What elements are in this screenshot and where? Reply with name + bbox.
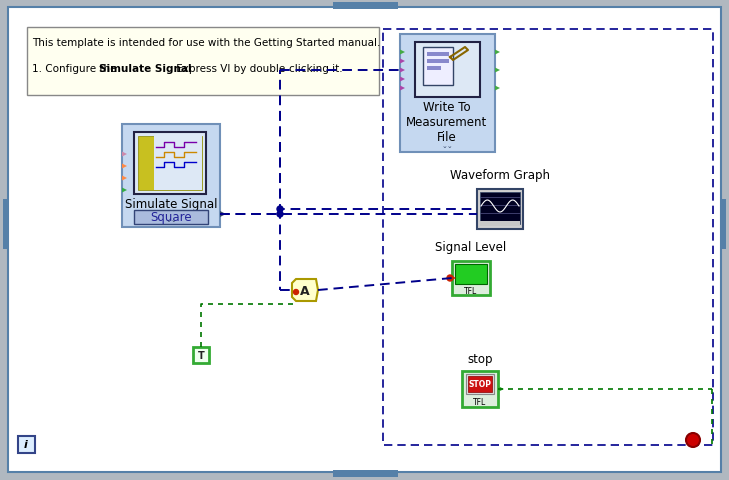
- Polygon shape: [450, 276, 456, 281]
- Bar: [452, 262, 490, 295]
- Polygon shape: [400, 86, 405, 91]
- Bar: [134, 133, 206, 194]
- Bar: [333, 3, 398, 10]
- Bar: [480, 192, 520, 225]
- Text: Express VI by double-clicking it.: Express VI by double-clicking it.: [174, 64, 343, 74]
- Bar: [3, 200, 9, 250]
- Text: ⌄⌄: ⌄⌄: [165, 216, 177, 223]
- Polygon shape: [495, 68, 500, 73]
- Text: Signal Level: Signal Level: [435, 240, 507, 253]
- Bar: [480, 222, 520, 227]
- Circle shape: [686, 433, 700, 447]
- Text: Simulate Signal: Simulate Signal: [125, 198, 217, 211]
- Text: TFL: TFL: [464, 287, 477, 296]
- Polygon shape: [400, 60, 405, 64]
- Bar: [193, 347, 209, 363]
- Bar: [468, 376, 492, 392]
- Circle shape: [447, 276, 453, 281]
- Polygon shape: [292, 279, 318, 301]
- Circle shape: [294, 290, 298, 295]
- Bar: [720, 200, 726, 250]
- Bar: [138, 137, 202, 191]
- Bar: [427, 53, 449, 57]
- Text: TFL: TFL: [473, 397, 487, 407]
- Polygon shape: [400, 68, 405, 73]
- Polygon shape: [400, 77, 405, 83]
- Bar: [427, 60, 449, 64]
- Circle shape: [277, 206, 283, 213]
- Bar: [154, 137, 202, 191]
- Bar: [466, 374, 494, 394]
- Polygon shape: [122, 188, 127, 193]
- Polygon shape: [400, 50, 405, 55]
- Text: STOP: STOP: [469, 380, 491, 389]
- Polygon shape: [122, 176, 127, 181]
- Polygon shape: [122, 164, 127, 169]
- Polygon shape: [122, 152, 127, 157]
- Bar: [415, 43, 480, 98]
- Bar: [18, 436, 35, 453]
- Text: T: T: [198, 350, 204, 360]
- Text: Waveform Graph: Waveform Graph: [450, 168, 550, 181]
- Bar: [423, 48, 453, 86]
- Bar: [27, 28, 379, 96]
- Text: 1. Configure the: 1. Configure the: [32, 64, 120, 74]
- Circle shape: [277, 212, 283, 217]
- Polygon shape: [220, 212, 226, 217]
- Bar: [427, 67, 441, 71]
- Bar: [455, 264, 487, 285]
- Text: Write To
Measurement
File: Write To Measurement File: [406, 101, 488, 144]
- Polygon shape: [495, 50, 500, 55]
- Text: Square: Square: [150, 211, 192, 224]
- Bar: [477, 190, 523, 229]
- Text: ⌄⌄: ⌄⌄: [441, 143, 453, 149]
- Text: i: i: [24, 439, 28, 449]
- Polygon shape: [498, 386, 504, 392]
- Text: stop: stop: [467, 352, 493, 365]
- Bar: [400, 35, 495, 153]
- Bar: [134, 211, 208, 225]
- Text: A: A: [300, 285, 310, 298]
- Bar: [383, 30, 713, 445]
- Text: Simulate Signal: Simulate Signal: [99, 64, 192, 74]
- Text: This template is intended for use with the Getting Started manual.: This template is intended for use with t…: [32, 38, 381, 48]
- Bar: [462, 371, 498, 407]
- Bar: [122, 125, 220, 228]
- Bar: [333, 470, 398, 477]
- Polygon shape: [495, 86, 500, 91]
